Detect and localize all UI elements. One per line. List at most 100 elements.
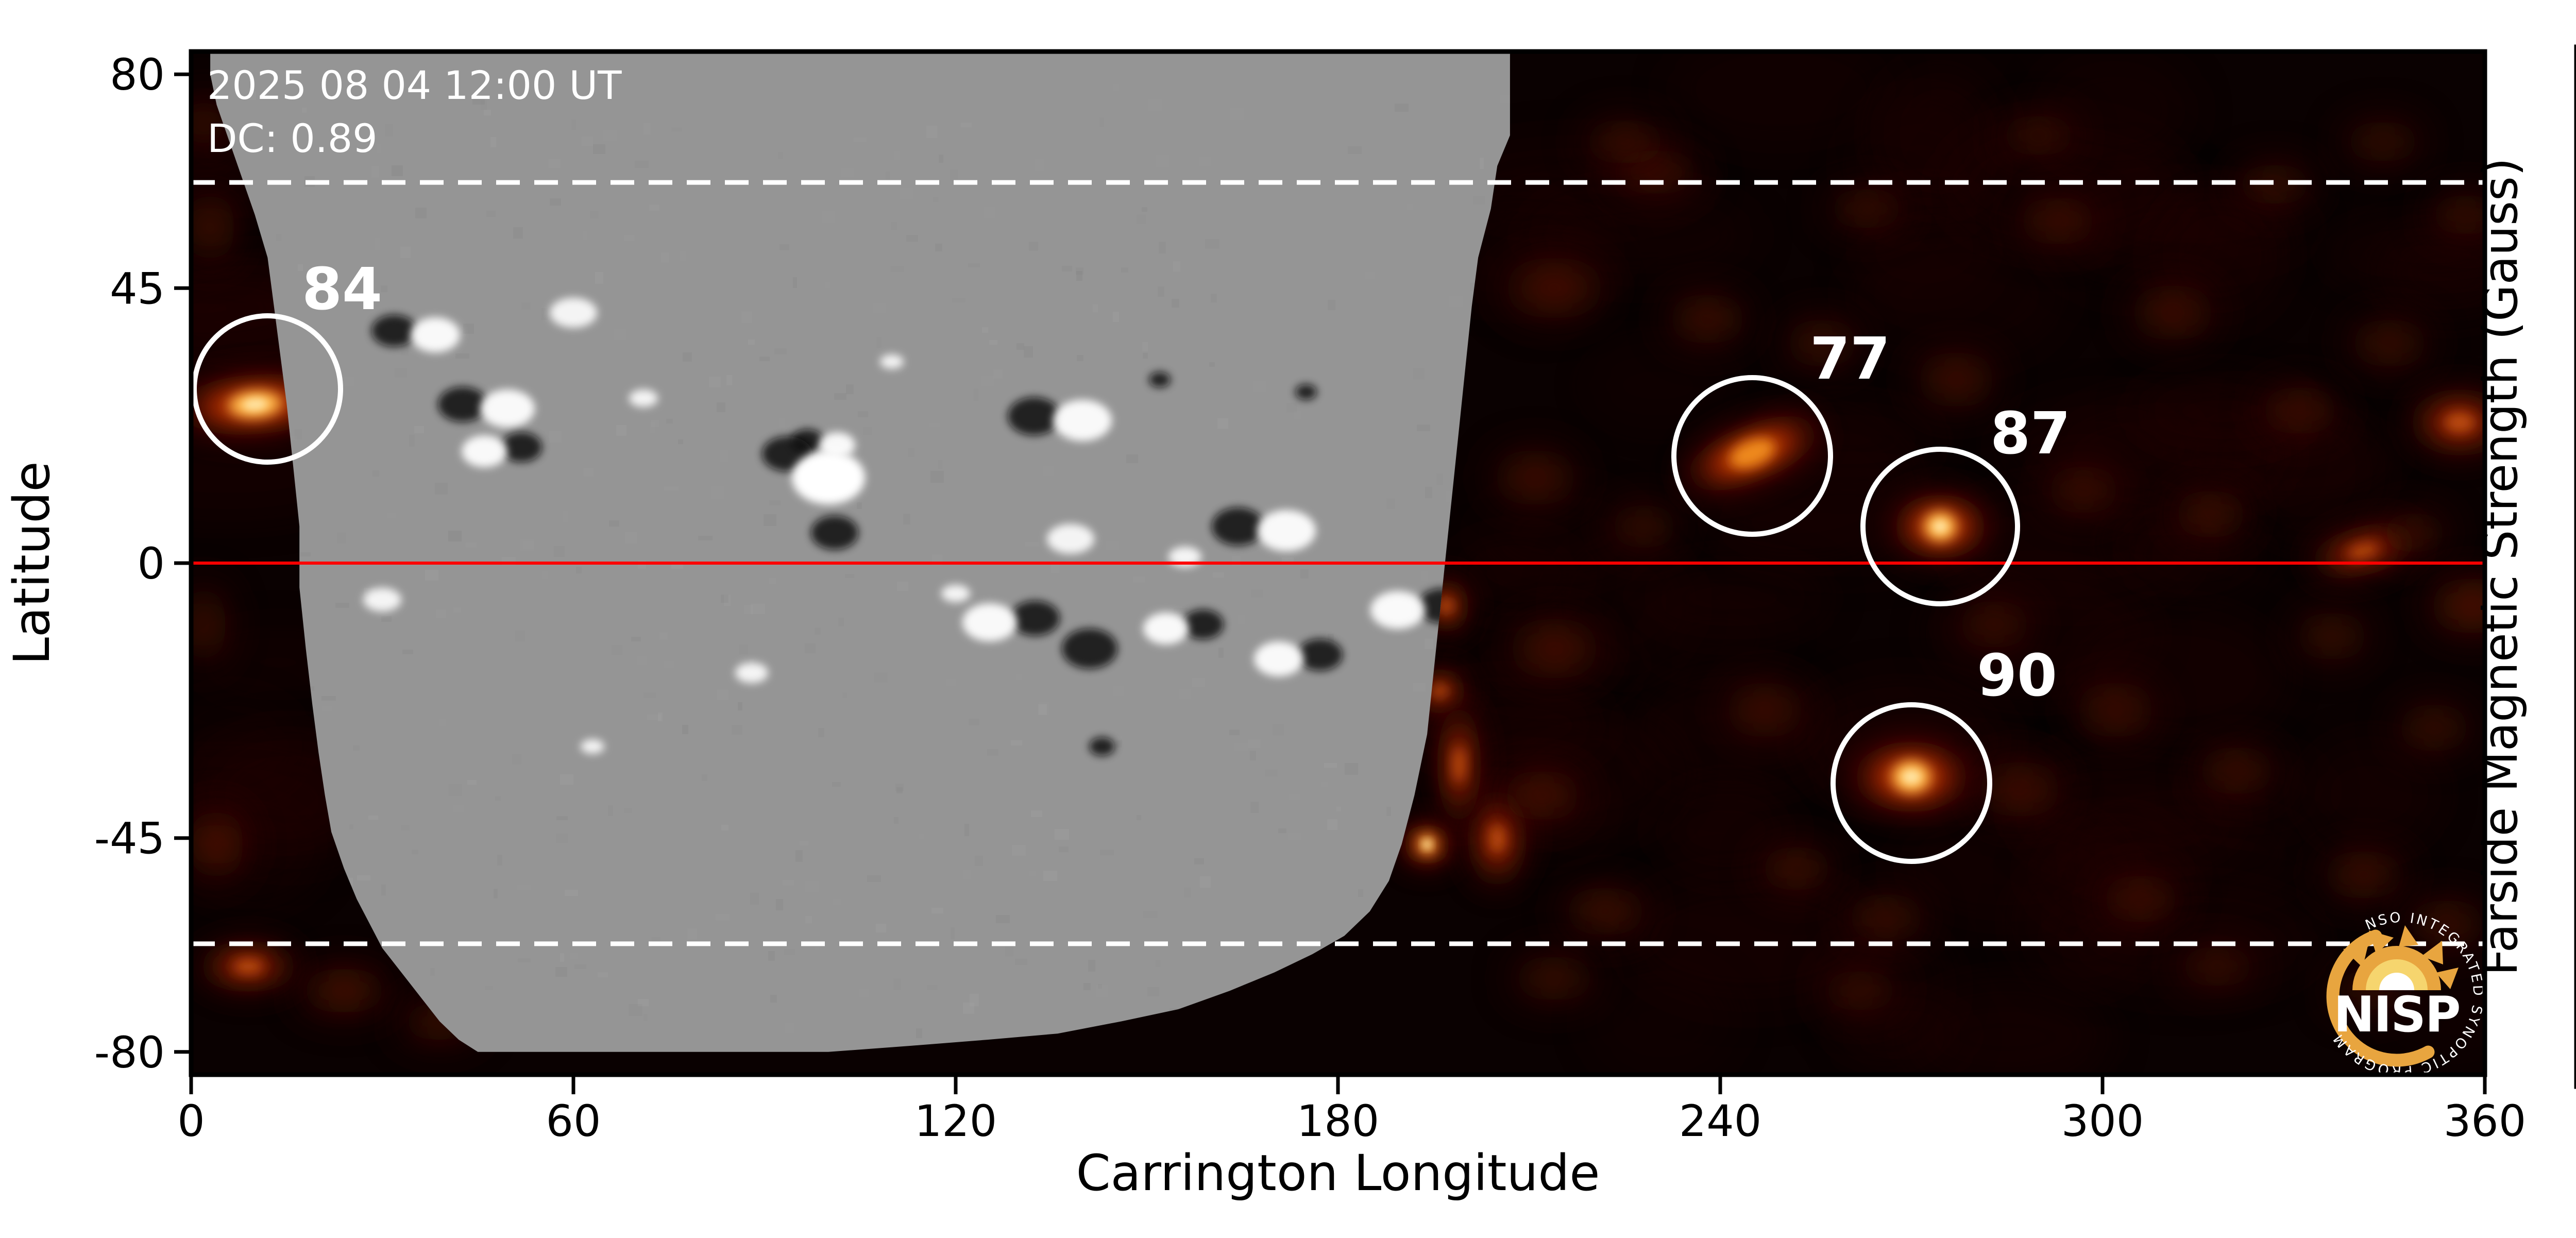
x-tick-label: 360 [2444,1096,2526,1146]
frontside-noise-dot [951,927,955,939]
frontside-noise-dot [739,645,748,654]
frontside-noise-dot [614,329,626,340]
farside-mottle-blob [1657,786,1794,875]
blob-layer [1631,159,1682,185]
active-region-pole [1182,609,1224,639]
active-region-pole [1089,737,1115,756]
frontside-noise-dot [1199,157,1211,166]
blob-layer [1439,597,1453,615]
frontside-noise-dot [1062,266,1072,272]
farside-blob [1845,893,1927,942]
farside-blob [1608,503,1680,550]
frontside-noise-dot [744,605,753,614]
active-region [1295,384,1317,400]
frontside-noise-dot [368,816,378,820]
farside-mottle-blob [1525,190,1757,281]
x-tick-label: 60 [546,1096,601,1146]
frontside-noise-dot [867,875,881,882]
frontside-noise-dot [903,514,910,524]
active-region-pole [1212,507,1264,546]
frontside-noise-dot [1143,911,1158,918]
frontside-noise-dot [1294,411,1301,419]
farside-blob [1467,789,1527,887]
frontside-noise-dot [1217,418,1228,429]
frontside-noise-dot [876,924,886,932]
frontside-noise-dot [1158,286,1164,297]
frontside-noise-dot [815,628,821,635]
frontside-noise-dot [650,422,655,433]
x-axis-ticks: 0 60 120 180 240 300 360 [177,1075,2526,1146]
frontside-noise-dot [1229,730,1240,735]
frontside-noise-dot [721,595,728,603]
frontside-noise-dot [357,875,370,880]
frontside-noise-dot [896,787,903,793]
frontside-noise-dot [778,152,783,159]
frontside-noise-dot [1113,84,1118,91]
x-tick-label: 300 [2061,1096,2144,1146]
blob-layer [1995,774,2044,805]
frontside-noise-dot [1179,689,1191,699]
frontside-noise-dot [1446,491,1452,502]
frontside-noise-dot [900,188,913,199]
frontside-noise-dot [897,582,908,591]
frontside-noise-dot [1480,158,1484,169]
frontside-noise-dot [664,661,674,668]
farside-blob [1492,449,1579,506]
frontside-noise-dot [1031,810,1042,817]
active-region-pole [501,432,542,462]
farside-blob [2348,318,2431,368]
frontside-noise-dot [466,542,477,548]
frontside-noise-dot [250,91,256,100]
farside-mottle-blob [2132,376,2312,446]
frontside-noise-dot [556,816,568,820]
frontside-noise-dot [891,222,897,230]
frontside-noise-dot [574,964,586,969]
frontside-noise-dot [463,324,474,334]
frontside-noise-dot [805,916,812,923]
frontside-noise-dot [993,369,1003,379]
farside-blob [2427,193,2485,236]
farside-blob [2233,163,2316,206]
frontside-noise-dot [453,805,464,812]
farside-blob [1825,187,1908,230]
frontside-noise-dot [472,98,485,105]
frontside-noise-dot [295,429,302,439]
farside-blob [1562,887,1649,936]
active-region-pole [1062,629,1117,669]
frontside-noise-dot [495,796,501,801]
frontside-noise-dot [1192,678,1205,687]
active-region [363,588,401,612]
x-axis-label: Carrington Longitude [1076,1144,1600,1202]
frontside-noise-dot [1038,704,1047,715]
active-region-pole [581,739,604,754]
frontside-noise-dot [1011,740,1022,745]
x-tick-label: 240 [1679,1096,1761,1146]
frontside-noise-dot [486,211,496,217]
frontside-noise-dot [490,137,496,147]
frontside-noise-dot [484,110,491,115]
frontside-noise-dot [975,856,983,866]
frontside-noise-dot [770,995,777,1003]
farside-colorbar: 0100200300400500600700800 Farside Magnet… [2473,44,2576,1089]
frontside-noise-dot [436,609,446,618]
frontside-noise-dot [929,423,940,427]
frontside-noise-dot [738,702,742,710]
farside-blob [2016,196,2099,246]
frontside-noise-dot [1016,674,1022,680]
frontside-noise-dot [554,546,565,557]
region-circle-84 [192,313,343,465]
frontside-noise-dot [381,885,386,895]
frontside-noise-dot [1088,960,1095,972]
frontside-noise-dot [1055,829,1069,840]
blob-layer [243,398,267,411]
frontside-noise-dot [726,375,732,385]
frontside-noise-dot [1137,214,1146,224]
frontside-noise-dot [938,460,942,469]
frontside-noise-dot [637,656,647,665]
frontside-noise-dot [1142,342,1148,351]
frontside-noise-dot [381,285,387,292]
frontside-noise-dot [1365,272,1375,279]
farside-blob [1724,682,1806,738]
frontside-noise-dot [590,211,599,218]
